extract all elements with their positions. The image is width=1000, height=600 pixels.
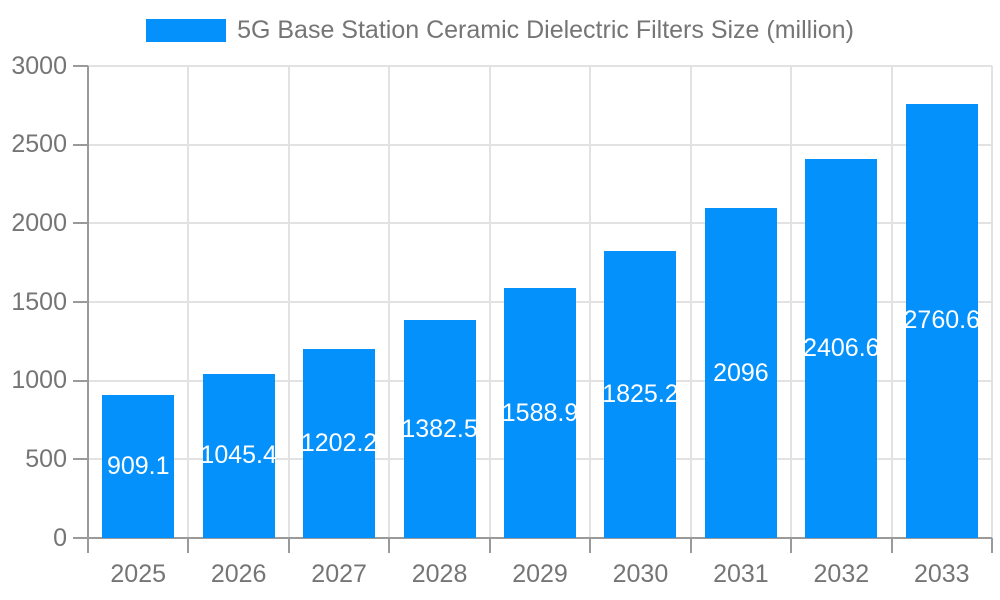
x-axis-tick-label: 2029 bbox=[512, 560, 568, 588]
y-axis-tick-label: 1000 bbox=[11, 366, 67, 395]
x-axis-line bbox=[88, 537, 992, 539]
bar[interactable] bbox=[202, 373, 275, 538]
y-axis-tick-label: 0 bbox=[53, 523, 67, 552]
legend-swatch bbox=[146, 19, 227, 42]
bar-value-label: 2760.6 bbox=[903, 306, 980, 335]
x-gridline bbox=[790, 66, 793, 538]
y-axis-tick bbox=[73, 537, 88, 539]
y-axis-tick bbox=[73, 301, 88, 303]
x-axis-tick-label: 2027 bbox=[311, 560, 367, 588]
bar-value-label: 2406.6 bbox=[803, 334, 880, 363]
x-axis-tick-label: 2025 bbox=[110, 560, 167, 588]
x-axis-tick-label: 2026 bbox=[210, 560, 267, 588]
x-axis-tick bbox=[388, 538, 391, 553]
y-axis-tick-label: 2500 bbox=[11, 130, 67, 159]
y-gridline bbox=[88, 143, 992, 146]
bar-value-label: 1825.2 bbox=[602, 379, 679, 408]
x-axis-tick bbox=[287, 538, 290, 553]
x-gridline bbox=[991, 66, 993, 538]
x-axis-tick bbox=[589, 538, 592, 553]
x-axis-tick bbox=[488, 538, 491, 553]
bar[interactable] bbox=[102, 394, 175, 538]
y-axis-tick bbox=[73, 458, 88, 461]
bar-value-label: 1045.4 bbox=[200, 441, 277, 470]
x-axis-tick-label: 2030 bbox=[612, 560, 669, 588]
x-gridline bbox=[388, 66, 391, 538]
x-axis-tick-label: 2028 bbox=[411, 560, 468, 588]
x-axis-tick-label: 2031 bbox=[713, 560, 769, 588]
legend[interactable]: 5G Base Station Ceramic Dielectric Filte… bbox=[0, 16, 1000, 45]
y-axis-tick bbox=[73, 143, 88, 146]
y-axis-tick-label: 2000 bbox=[11, 208, 67, 237]
x-gridline bbox=[589, 66, 592, 538]
x-axis-tick bbox=[991, 538, 993, 553]
x-gridline bbox=[890, 66, 893, 538]
bar[interactable] bbox=[704, 208, 777, 538]
y-axis-tick bbox=[73, 65, 88, 67]
bar[interactable] bbox=[805, 159, 878, 538]
x-axis-tick bbox=[689, 538, 692, 553]
x-gridline bbox=[689, 66, 692, 538]
bar[interactable] bbox=[604, 250, 677, 538]
bar-value-label: 1202.2 bbox=[300, 428, 378, 457]
x-axis-tick-label: 2032 bbox=[813, 560, 870, 588]
y-gridline bbox=[88, 222, 992, 225]
bar[interactable] bbox=[303, 348, 376, 538]
y-axis-tick-label: 3000 bbox=[11, 51, 67, 80]
bar[interactable] bbox=[403, 320, 476, 538]
x-axis-tick-label: 2033 bbox=[913, 560, 970, 588]
y-axis-line bbox=[87, 66, 89, 553]
y-axis-tick bbox=[73, 379, 88, 382]
y-axis-tick-label: 1500 bbox=[11, 287, 67, 316]
bar-value-label: 1382.5 bbox=[401, 414, 478, 443]
y-axis-tick-label: 500 bbox=[25, 444, 67, 473]
bar-value-label: 909.1 bbox=[106, 451, 170, 480]
x-gridline bbox=[187, 66, 190, 538]
x-gridline bbox=[488, 66, 491, 538]
bar[interactable] bbox=[504, 288, 576, 538]
x-axis-tick bbox=[890, 538, 893, 553]
x-axis-tick bbox=[187, 538, 190, 553]
y-gridline bbox=[88, 65, 992, 67]
bar-value-label: 1588.9 bbox=[501, 398, 579, 427]
legend-label: 5G Base Station Ceramic Dielectric Filte… bbox=[237, 16, 854, 44]
y-axis-tick bbox=[73, 222, 88, 225]
bar[interactable] bbox=[905, 103, 978, 538]
x-gridline bbox=[287, 66, 290, 538]
bar-value-label: 2096 bbox=[713, 358, 769, 387]
x-axis-tick bbox=[790, 538, 793, 553]
